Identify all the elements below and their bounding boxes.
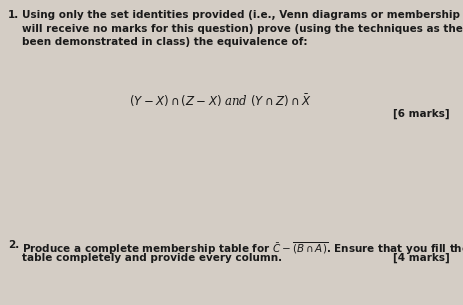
Text: [4 marks]: [4 marks] — [393, 253, 449, 263]
Text: 1.: 1. — [8, 10, 19, 20]
Text: [6 marks]: [6 marks] — [393, 109, 449, 119]
Text: table completely and provide every column.: table completely and provide every colum… — [22, 253, 282, 263]
Text: Produce a complete membership table for $\bar{C}-\overline{(B\cap A)}$. Ensure t: Produce a complete membership table for … — [22, 240, 463, 257]
Text: Using only the set identities provided (i.e., Venn diagrams or membership tables: Using only the set identities provided (… — [22, 10, 463, 47]
Text: 2.: 2. — [8, 240, 19, 250]
Text: $(Y-X)\cap(Z-X)$ and $(Y\cap Z)\cap\bar{X}$: $(Y-X)\cap(Z-X)$ and $(Y\cap Z)\cap\bar{… — [129, 93, 311, 109]
